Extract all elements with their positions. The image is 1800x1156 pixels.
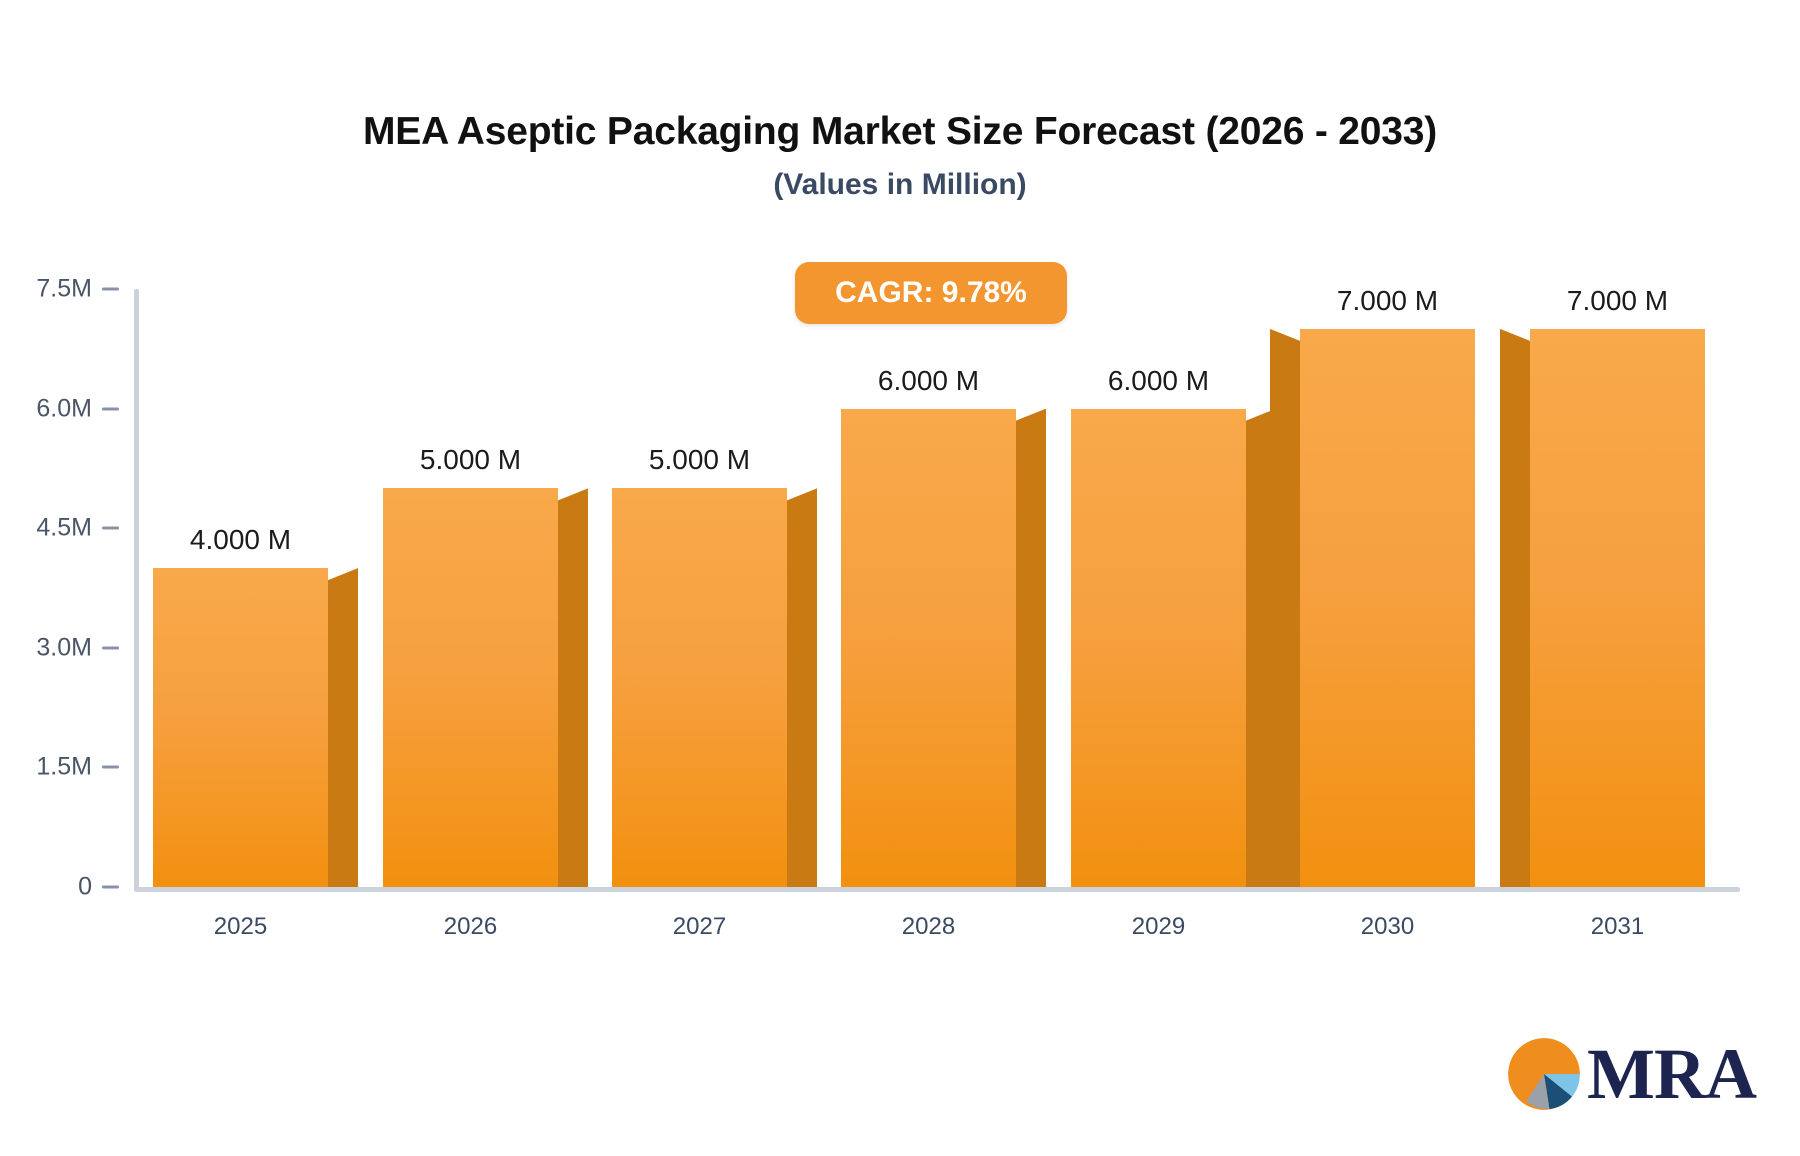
x-axis-line: [134, 887, 1740, 892]
y-axis-tick-label: 6.0M: [36, 394, 92, 423]
x-axis-tick-label: 2028: [901, 913, 956, 940]
bar-side-face: [787, 488, 817, 887]
y-axis-tick-mark: [102, 526, 119, 530]
bar-value-label: 6.000 M: [1107, 364, 1210, 396]
x-axis-tick-label: 2031: [1590, 913, 1645, 940]
bar-front-face: [153, 568, 328, 887]
bar[interactable]: [153, 568, 358, 887]
y-axis-line: [134, 289, 139, 890]
mra-logo: MRA: [1505, 1034, 1757, 1114]
y-axis-tick-label: 4.5M: [36, 513, 92, 542]
bar-value-label: 5.000 M: [648, 444, 751, 476]
y-axis-tick-mark: [102, 287, 119, 291]
logo-wordmark: MRA: [1587, 1034, 1757, 1114]
y-axis-tick-mark: [102, 885, 119, 889]
y-axis-tick-label: 7.5M: [36, 274, 92, 303]
bar[interactable]: [383, 488, 588, 887]
pie-chart-icon: [1508, 1038, 1580, 1110]
bar-side-face: [1016, 408, 1046, 887]
x-axis-tick-label: 2027: [672, 913, 727, 940]
bar-value-label: 5.000 M: [419, 444, 522, 476]
bar-front-face: [612, 488, 787, 887]
bar[interactable]: [841, 408, 1046, 887]
bar-front-face: [1530, 328, 1705, 887]
bar[interactable]: [612, 488, 817, 887]
bar-front-face: [1300, 328, 1475, 887]
x-axis-tick-label: 2025: [213, 913, 268, 940]
cagr-badge: CAGR: 9.78%: [795, 262, 1067, 324]
bar-side-face: [1270, 328, 1300, 887]
cagr-badge-label: CAGR: 9.78%: [835, 276, 1027, 309]
bar-value-label: 6.000 M: [877, 364, 980, 396]
y-axis-tick-label: 3.0M: [36, 633, 92, 662]
bar-front-face: [841, 408, 1016, 887]
bar-value-label: 7.000 M: [1336, 284, 1439, 316]
chart-subtitle: (Values in Million): [773, 168, 1027, 201]
y-axis-tick-label: 0: [78, 872, 92, 901]
y-axis-tick-mark: [102, 646, 119, 650]
y-axis-tick-mark: [102, 407, 119, 411]
bar-value-label: 7.000 M: [1566, 284, 1669, 316]
y-axis-tick-mark: [102, 765, 119, 769]
bar-side-face: [1500, 328, 1530, 887]
bar-front-face: [1071, 408, 1246, 887]
x-axis-tick-label: 2029: [1131, 913, 1186, 940]
bar-front-face: [383, 488, 558, 887]
x-axis-tick-label: 2030: [1360, 913, 1415, 940]
page-title: MEA Aseptic Packaging Market Size Foreca…: [362, 110, 1438, 153]
bar-value-label: 4.000 M: [189, 524, 292, 556]
y-axis-tick-label: 1.5M: [36, 752, 92, 781]
bar-side-face: [328, 568, 358, 887]
bar-side-face: [558, 488, 588, 887]
bar[interactable]: [1270, 328, 1475, 887]
bar[interactable]: [1071, 408, 1276, 887]
bar[interactable]: [1500, 328, 1705, 887]
x-axis-tick-label: 2026: [443, 913, 498, 940]
